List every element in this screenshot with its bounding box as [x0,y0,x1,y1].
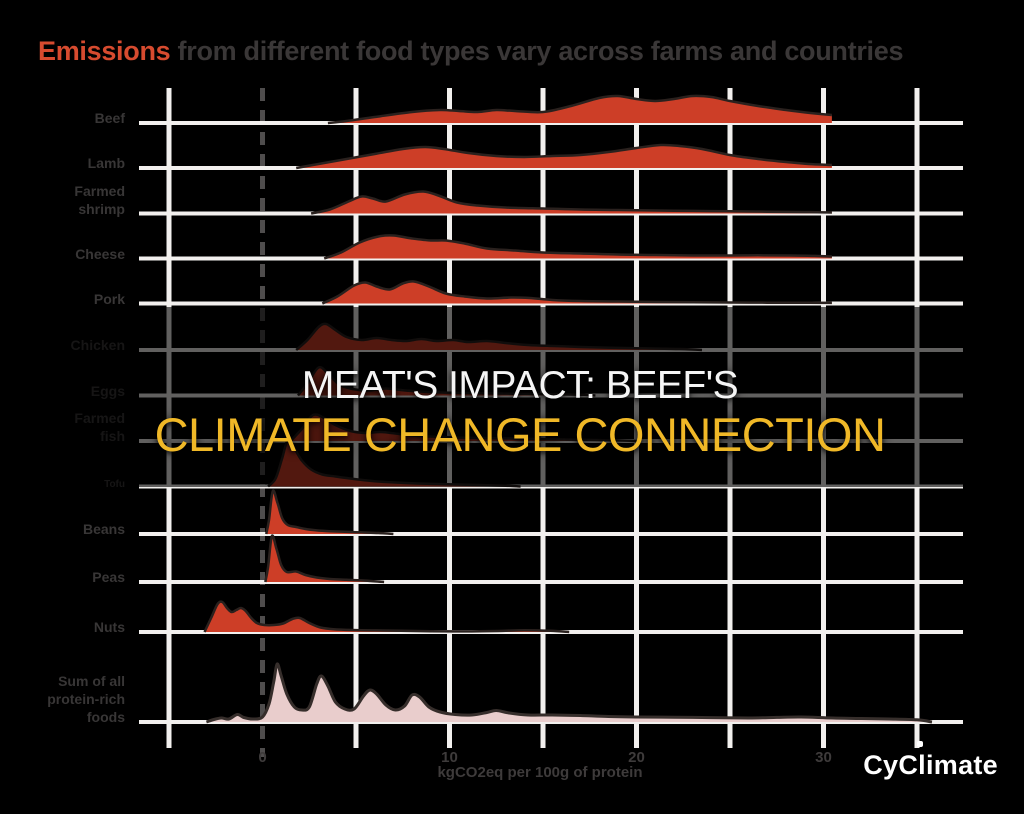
row-label-line: Beef [94,110,125,127]
row-label-line: shrimp [78,200,125,217]
row-label-line: Pork [93,290,125,307]
x-tick-label-0: 0 [258,749,267,766]
row-label-line: protein-rich [47,691,125,708]
row-label-line: Cheese [75,245,125,262]
page-title-highlight: Emissions [38,36,171,66]
row-label-nuts: Nuts [94,619,125,637]
row-label-farmed-shrimp: Farmed shrimp [74,183,125,219]
row-label-line: Beans [82,521,125,538]
ridge-outline-cheese [323,234,832,260]
row-label-peas: Peas [92,569,125,587]
ridge-outline-lamb [295,143,832,170]
logo-dot [917,741,923,747]
x-tick-label-10: 10 [441,749,458,766]
headline-line-2: CLIMATE CHANGE CONNECTION [154,408,886,461]
x-axis-title: kgCO2eq per 100g of protein [437,764,643,781]
row-label-lamb: Lamb [88,155,125,173]
ridge-fill-nuts [204,601,570,632]
row-label-line: Lamb [87,155,125,172]
row-label-sum-of-all-protein-rich-foods: Sum of all protein-rich foods [47,673,125,727]
ridge-outline-beans [264,489,394,536]
ridge-fill-peas [265,535,385,582]
page-title-rest: from different food types vary across fa… [170,36,904,66]
row-label-cheese: Cheese [75,246,125,264]
row-label-line: foods [86,709,125,726]
row-label-line: Sum of all [58,673,125,690]
x-tick-label-20: 20 [628,749,645,766]
headline-overlay: MEAT'S IMPACT: BEEF'S CLIMATE CHANGE CON… [20,366,1020,458]
ridge-fill-pork [322,281,832,304]
row-label-beans: Beans [83,521,125,539]
row-label-beef: Beef [95,110,125,128]
ridge-outline-nuts [203,600,570,634]
ridge-outline-pork [321,280,832,305]
headline-dim-overlay [0,307,1024,487]
ridge-outline-sum-of-all-protein-rich-foods [205,662,933,724]
ridge-fill-beef [327,95,832,123]
ridge-fill-beans [266,490,394,534]
row-label-line: Peas [92,569,125,586]
row-label-line: Nuts [93,619,125,636]
ridge-outline-beef [327,94,833,125]
row-label-pork: Pork [94,291,125,309]
brand-logo: CyClimate [863,750,998,780]
row-label-line: Farmed [74,182,125,199]
ridge-outline-peas [264,534,385,584]
ridge-outline-farmed-shrimp [310,190,832,215]
headline-line-1: MEAT'S IMPACT: BEEF'S [301,364,739,407]
x-tick-label-30: 30 [815,749,832,766]
page-title: Emissions from different food types vary… [38,36,903,67]
